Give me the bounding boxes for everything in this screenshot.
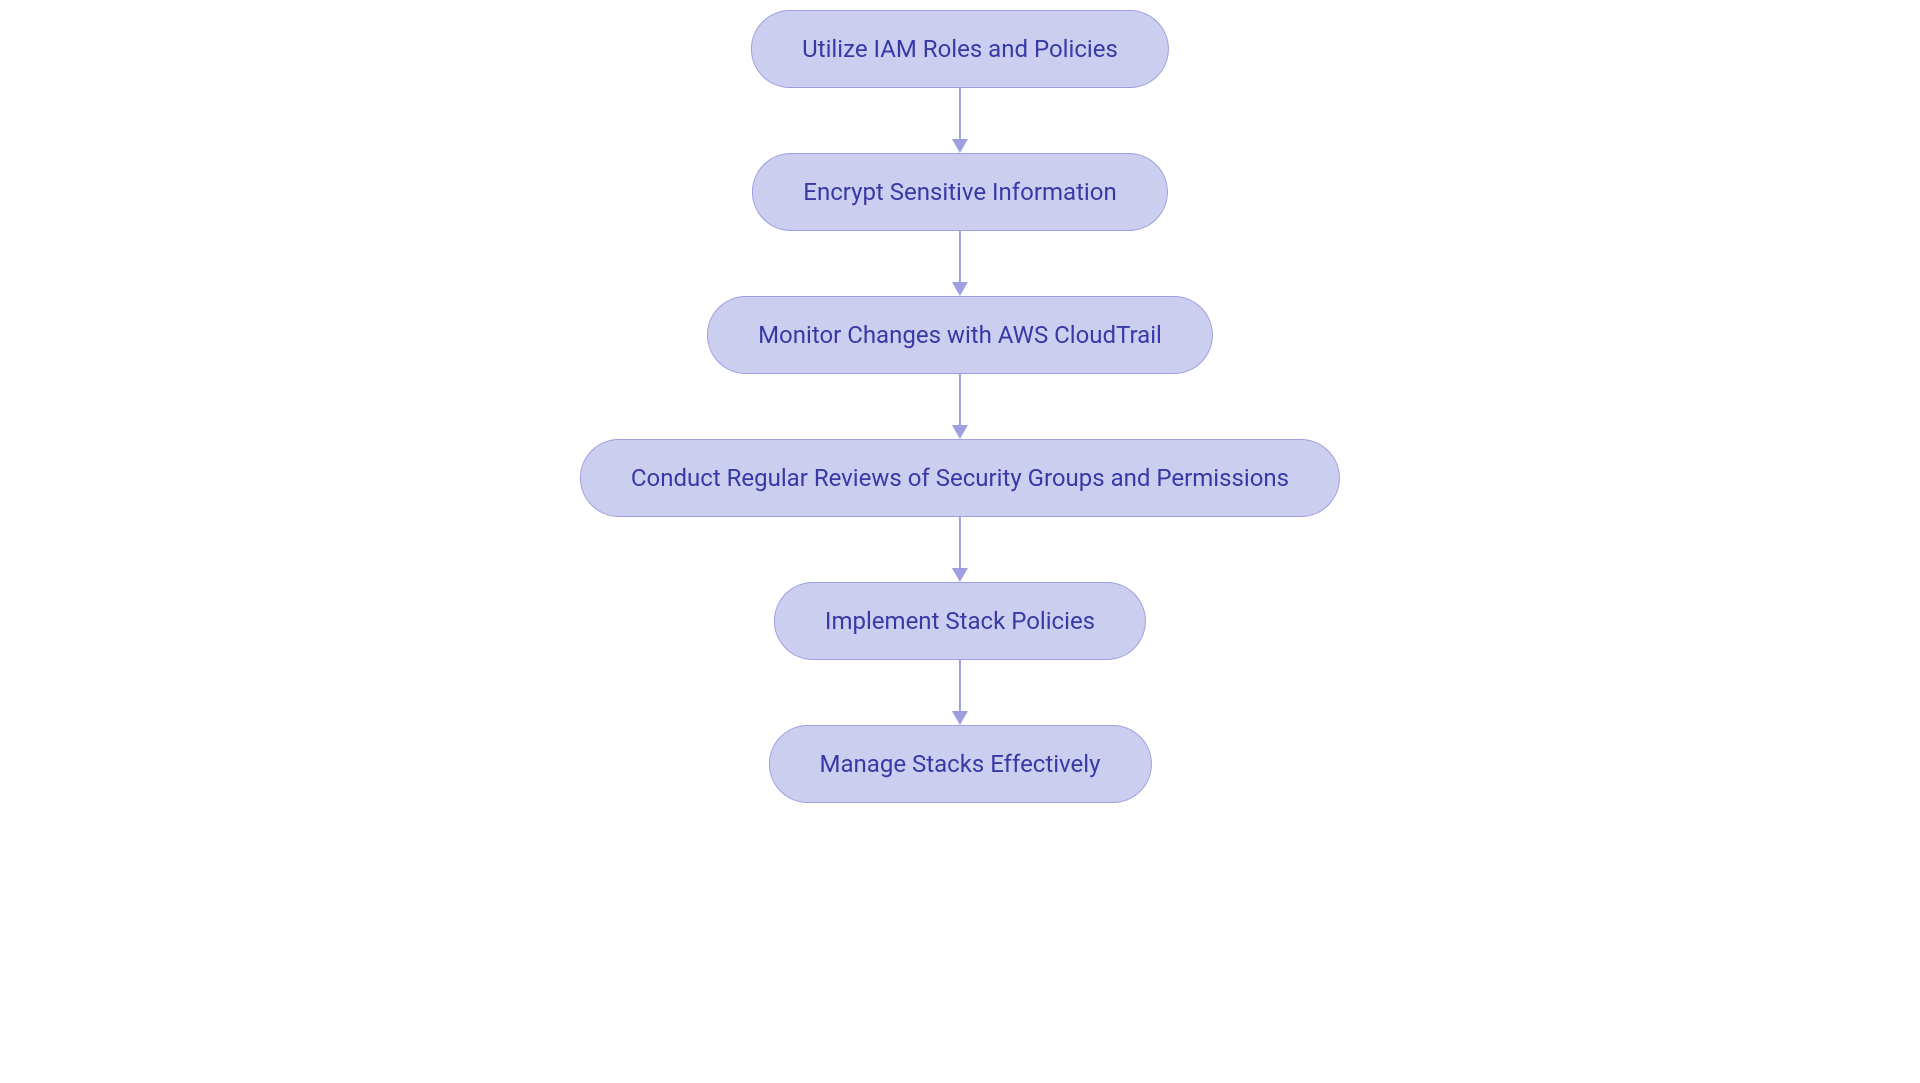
arrow-head-icon (952, 568, 968, 582)
flow-arrow (952, 231, 968, 296)
arrow-line (959, 517, 962, 569)
arrow-head-icon (952, 139, 968, 153)
flow-node: Conduct Regular Reviews of Security Grou… (580, 439, 1340, 517)
node-label: Implement Stack Policies (825, 607, 1095, 635)
flow-arrow (952, 374, 968, 439)
node-label: Encrypt Sensitive Information (803, 178, 1116, 206)
flow-arrow (952, 660, 968, 725)
arrow-line (959, 88, 962, 140)
flow-node: Encrypt Sensitive Information (752, 153, 1167, 231)
flow-node: Utilize IAM Roles and Policies (751, 10, 1169, 88)
node-label: Conduct Regular Reviews of Security Grou… (631, 464, 1289, 492)
flow-arrow (952, 517, 968, 582)
flow-arrow (952, 88, 968, 153)
arrow-head-icon (952, 282, 968, 296)
flowchart-container: Utilize IAM Roles and Policies Encrypt S… (580, 10, 1340, 803)
arrow-line (959, 231, 962, 283)
node-label: Manage Stacks Effectively (820, 750, 1101, 778)
arrow-head-icon (952, 425, 968, 439)
flow-node: Implement Stack Policies (774, 582, 1146, 660)
flow-node: Manage Stacks Effectively (769, 725, 1152, 803)
node-label: Monitor Changes with AWS CloudTrail (758, 321, 1162, 349)
arrow-line (959, 660, 962, 712)
arrow-head-icon (952, 711, 968, 725)
flow-node: Monitor Changes with AWS CloudTrail (707, 296, 1213, 374)
arrow-line (959, 374, 962, 426)
node-label: Utilize IAM Roles and Policies (802, 35, 1118, 63)
